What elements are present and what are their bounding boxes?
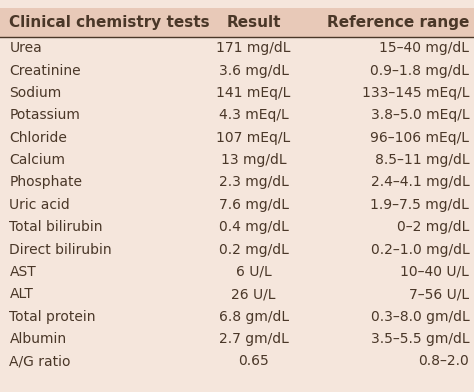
Text: 6 U/L: 6 U/L bbox=[236, 265, 272, 279]
Text: 2.7 gm/dL: 2.7 gm/dL bbox=[219, 332, 289, 346]
Text: 0.3–8.0 gm/dL: 0.3–8.0 gm/dL bbox=[371, 310, 469, 323]
Text: Uric acid: Uric acid bbox=[9, 198, 70, 212]
Text: 133–145 mEq/L: 133–145 mEq/L bbox=[362, 86, 469, 100]
Text: Direct bilirubin: Direct bilirubin bbox=[9, 243, 112, 256]
Text: Reference range: Reference range bbox=[327, 15, 469, 30]
Text: 7.6 mg/dL: 7.6 mg/dL bbox=[219, 198, 289, 212]
Text: 2.3 mg/dL: 2.3 mg/dL bbox=[219, 176, 289, 189]
Text: Creatinine: Creatinine bbox=[9, 64, 81, 78]
Text: 3.5–5.5 gm/dL: 3.5–5.5 gm/dL bbox=[371, 332, 469, 346]
Text: A/G ratio: A/G ratio bbox=[9, 354, 71, 368]
Text: 13 mg/dL: 13 mg/dL bbox=[221, 153, 286, 167]
Text: 107 mEq/L: 107 mEq/L bbox=[217, 131, 291, 145]
Text: Chloride: Chloride bbox=[9, 131, 67, 145]
Text: 0.65: 0.65 bbox=[238, 354, 269, 368]
Text: 3.8–5.0 mEq/L: 3.8–5.0 mEq/L bbox=[371, 109, 469, 122]
Text: 0.4 mg/dL: 0.4 mg/dL bbox=[219, 220, 289, 234]
Text: Phosphate: Phosphate bbox=[9, 176, 82, 189]
Text: 0.9–1.8 mg/dL: 0.9–1.8 mg/dL bbox=[370, 64, 469, 78]
Text: Sodium: Sodium bbox=[9, 86, 62, 100]
Text: 7–56 U/L: 7–56 U/L bbox=[409, 287, 469, 301]
Text: 96–106 mEq/L: 96–106 mEq/L bbox=[370, 131, 469, 145]
Text: 26 U/L: 26 U/L bbox=[231, 287, 276, 301]
FancyBboxPatch shape bbox=[0, 8, 474, 37]
Text: Calcium: Calcium bbox=[9, 153, 65, 167]
Text: Albumin: Albumin bbox=[9, 332, 67, 346]
Text: 0.8–2.0: 0.8–2.0 bbox=[419, 354, 469, 368]
Text: 171 mg/dL: 171 mg/dL bbox=[216, 42, 291, 55]
Text: Total protein: Total protein bbox=[9, 310, 96, 323]
Text: Clinical chemistry tests: Clinical chemistry tests bbox=[9, 15, 210, 30]
Text: 6.8 gm/dL: 6.8 gm/dL bbox=[219, 310, 289, 323]
Text: Urea: Urea bbox=[9, 42, 42, 55]
Text: 10–40 U/L: 10–40 U/L bbox=[401, 265, 469, 279]
Text: 4.3 mEq/L: 4.3 mEq/L bbox=[219, 109, 289, 122]
Text: 0–2 mg/dL: 0–2 mg/dL bbox=[397, 220, 469, 234]
Text: 2.4–4.1 mg/dL: 2.4–4.1 mg/dL bbox=[371, 176, 469, 189]
Text: Result: Result bbox=[227, 15, 281, 30]
Text: ALT: ALT bbox=[9, 287, 33, 301]
Text: 3.6 mg/dL: 3.6 mg/dL bbox=[219, 64, 289, 78]
Text: Potassium: Potassium bbox=[9, 109, 81, 122]
Text: AST: AST bbox=[9, 265, 36, 279]
Text: 1.9–7.5 mg/dL: 1.9–7.5 mg/dL bbox=[370, 198, 469, 212]
Text: 8.5–11 mg/dL: 8.5–11 mg/dL bbox=[374, 153, 469, 167]
Text: 141 mEq/L: 141 mEq/L bbox=[217, 86, 291, 100]
Text: 0.2–1.0 mg/dL: 0.2–1.0 mg/dL bbox=[371, 243, 469, 256]
Text: 15–40 mg/dL: 15–40 mg/dL bbox=[379, 42, 469, 55]
Text: 0.2 mg/dL: 0.2 mg/dL bbox=[219, 243, 289, 256]
Text: Total bilirubin: Total bilirubin bbox=[9, 220, 103, 234]
